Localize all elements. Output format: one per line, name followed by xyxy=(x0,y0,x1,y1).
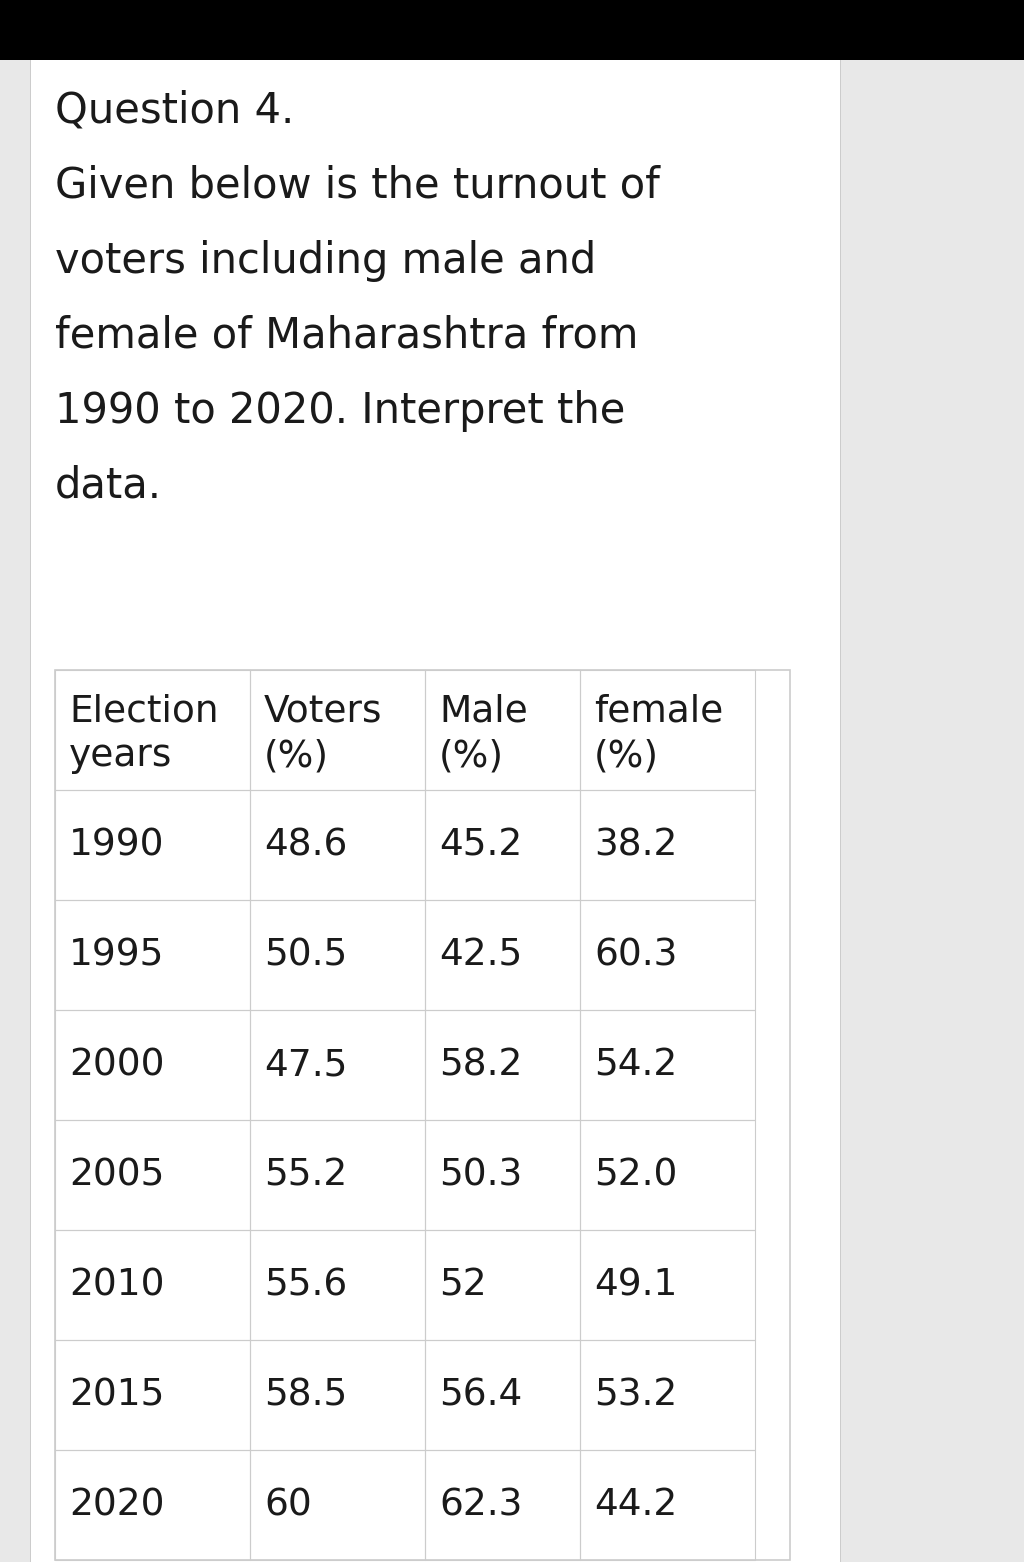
Text: 60.3: 60.3 xyxy=(594,937,677,973)
Bar xyxy=(250,1450,425,1560)
Text: 2010: 2010 xyxy=(69,1267,165,1303)
Bar xyxy=(0,0,1024,59)
Bar xyxy=(425,900,580,1011)
Text: 1990 to 2020. Interpret the: 1990 to 2020. Interpret the xyxy=(55,390,626,433)
Bar xyxy=(425,790,580,900)
Bar xyxy=(425,1340,580,1450)
Text: female: female xyxy=(594,694,723,729)
Text: 49.1: 49.1 xyxy=(594,1267,677,1303)
Bar xyxy=(425,1120,580,1229)
Text: 1990: 1990 xyxy=(69,826,165,862)
Bar xyxy=(425,1229,580,1340)
Text: voters including male and: voters including male and xyxy=(55,241,596,283)
Text: 38.2: 38.2 xyxy=(594,826,677,862)
Text: 62.3: 62.3 xyxy=(439,1487,522,1523)
Text: (%): (%) xyxy=(264,739,329,775)
Text: 47.5: 47.5 xyxy=(264,1047,347,1082)
Text: 44.2: 44.2 xyxy=(594,1487,677,1523)
Bar xyxy=(250,670,425,790)
Bar xyxy=(580,1340,755,1450)
Bar xyxy=(425,1450,580,1560)
Text: 1995: 1995 xyxy=(69,937,165,973)
Text: 48.6: 48.6 xyxy=(264,826,347,862)
Text: Election: Election xyxy=(69,694,218,729)
Bar xyxy=(55,1340,250,1450)
Bar xyxy=(425,1011,580,1120)
Text: 58.2: 58.2 xyxy=(439,1047,522,1082)
Bar xyxy=(580,1229,755,1340)
Text: 52.0: 52.0 xyxy=(594,1157,677,1193)
Bar xyxy=(250,1011,425,1120)
Text: (%): (%) xyxy=(594,739,659,775)
Text: 2005: 2005 xyxy=(69,1157,165,1193)
Text: 55.2: 55.2 xyxy=(264,1157,347,1193)
Text: 54.2: 54.2 xyxy=(594,1047,677,1082)
Bar xyxy=(580,670,755,790)
Bar xyxy=(250,1120,425,1229)
Bar xyxy=(580,1011,755,1120)
Text: Given below is the turnout of: Given below is the turnout of xyxy=(55,166,659,208)
Bar xyxy=(425,670,580,790)
Text: 45.2: 45.2 xyxy=(439,826,522,862)
Text: (%): (%) xyxy=(439,739,504,775)
Bar xyxy=(30,55,840,1562)
Text: 2020: 2020 xyxy=(69,1487,165,1523)
Text: Question 4.: Question 4. xyxy=(55,91,294,133)
Bar xyxy=(55,900,250,1011)
Text: Voters: Voters xyxy=(264,694,383,729)
Bar xyxy=(55,1011,250,1120)
Text: 55.6: 55.6 xyxy=(264,1267,347,1303)
Bar xyxy=(55,1450,250,1560)
Bar xyxy=(55,790,250,900)
Bar xyxy=(250,790,425,900)
Text: 50.5: 50.5 xyxy=(264,937,347,973)
Text: 52: 52 xyxy=(439,1267,486,1303)
Text: 42.5: 42.5 xyxy=(439,937,522,973)
Text: 53.2: 53.2 xyxy=(594,1378,677,1414)
Text: 50.3: 50.3 xyxy=(439,1157,522,1193)
Bar xyxy=(250,900,425,1011)
Bar xyxy=(55,670,790,1560)
Text: 58.5: 58.5 xyxy=(264,1378,347,1414)
Text: years: years xyxy=(69,739,172,775)
Text: data.: data. xyxy=(55,465,162,508)
Bar xyxy=(580,790,755,900)
Text: 2015: 2015 xyxy=(69,1378,165,1414)
Bar xyxy=(250,1229,425,1340)
Bar xyxy=(580,1450,755,1560)
Text: Male: Male xyxy=(439,694,527,729)
Bar xyxy=(55,670,250,790)
Text: 60: 60 xyxy=(264,1487,311,1523)
Bar xyxy=(250,1340,425,1450)
Bar xyxy=(580,1120,755,1229)
Text: female of Maharashtra from: female of Maharashtra from xyxy=(55,316,638,358)
Bar xyxy=(580,900,755,1011)
Text: 56.4: 56.4 xyxy=(439,1378,522,1414)
Bar xyxy=(55,1229,250,1340)
Text: 2000: 2000 xyxy=(69,1047,165,1082)
Bar xyxy=(55,1120,250,1229)
